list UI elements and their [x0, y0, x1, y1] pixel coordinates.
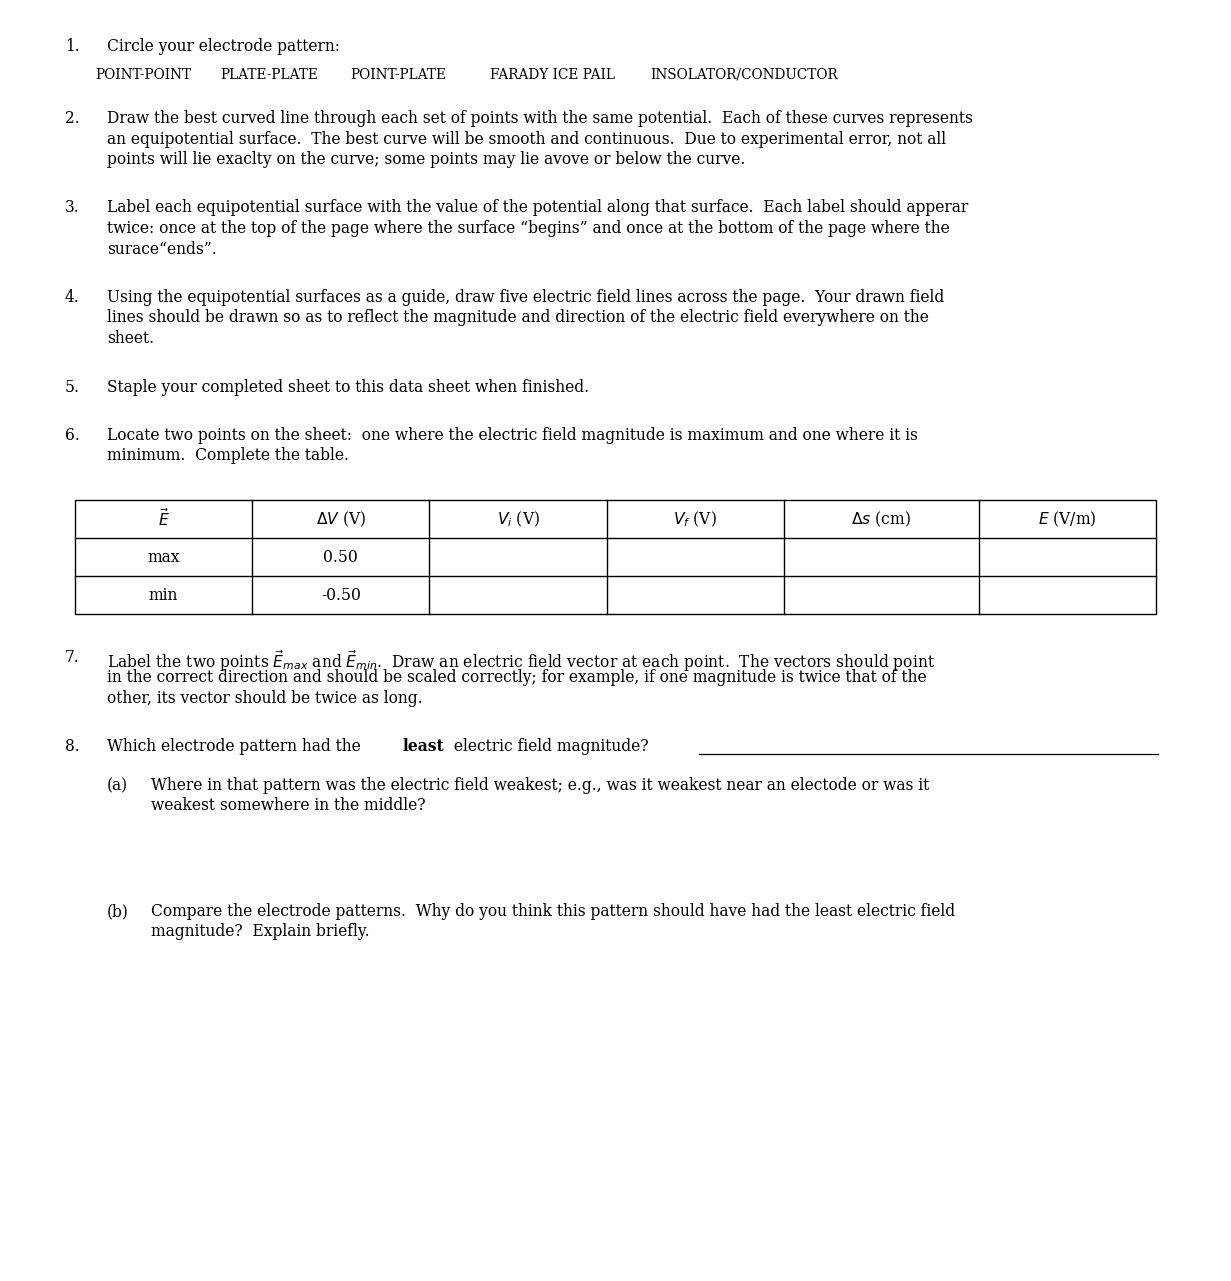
- Text: Label the two points $\vec{E}_{max}$ and $\vec{E}_{min}$.  Draw an electric fiel: Label the two points $\vec{E}_{max}$ and…: [107, 649, 936, 674]
- Text: least: least: [403, 739, 444, 756]
- Text: PLATE-PLATE: PLATE-PLATE: [220, 68, 318, 82]
- Text: weakest somewhere in the middle?: weakest somewhere in the middle?: [151, 798, 426, 815]
- Text: Locate two points on the sheet:  one where the electric field magnitude is maxim: Locate two points on the sheet: one wher…: [107, 427, 918, 445]
- Text: in the correct direction and should be scaled correctly; for example, if one mag: in the correct direction and should be s…: [107, 670, 927, 687]
- Text: 7.: 7.: [65, 649, 80, 666]
- Text: $\Delta s$ (cm): $\Delta s$ (cm): [852, 510, 911, 529]
- Text: Label each equipotential surface with the value of the potential along that surf: Label each equipotential surface with th…: [107, 200, 969, 216]
- Text: Circle your electrode pattern:: Circle your electrode pattern:: [107, 38, 340, 55]
- Text: lines should be drawn so as to reflect the magnitude and direction of the electr: lines should be drawn so as to reflect t…: [107, 310, 929, 327]
- Text: twice: once at the top of the page where the surface “begins” and once at the bo: twice: once at the top of the page where…: [107, 220, 950, 237]
- Text: Which electrode pattern had the: Which electrode pattern had the: [107, 739, 366, 756]
- Text: FARADY ICE PAIL: FARADY ICE PAIL: [490, 68, 616, 82]
- Text: $V_i$ (V): $V_i$ (V): [496, 510, 539, 529]
- Text: 4.: 4.: [65, 290, 80, 306]
- Bar: [75, 500, 1156, 614]
- Text: an equipotential surface.  The best curve will be smooth and continuous.  Due to: an equipotential surface. The best curve…: [107, 131, 947, 147]
- Text: POINT-POINT: POINT-POINT: [95, 68, 191, 82]
- Text: 6.: 6.: [65, 427, 80, 445]
- Text: magnitude?  Explain briefly.: magnitude? Explain briefly.: [151, 924, 369, 940]
- Text: $V_f$ (V): $V_f$ (V): [673, 510, 718, 529]
- Text: max: max: [148, 548, 180, 565]
- Text: 3.: 3.: [65, 200, 80, 216]
- Text: -0.50: -0.50: [321, 587, 361, 603]
- Text: INSOLATOR/CONDUCTOR: INSOLATOR/CONDUCTOR: [650, 68, 838, 82]
- Text: minimum.  Complete the table.: minimum. Complete the table.: [107, 447, 350, 465]
- Text: $E$ (V/m): $E$ (V/m): [1038, 510, 1097, 529]
- Text: (b): (b): [107, 903, 129, 920]
- Text: $\Delta V$ (V): $\Delta V$ (V): [316, 510, 366, 529]
- Text: Draw the best curved line through each set of points with the same potential.  E: Draw the best curved line through each s…: [107, 110, 972, 127]
- Text: surace“ends”.: surace“ends”.: [107, 241, 217, 257]
- Text: (a): (a): [107, 778, 128, 794]
- Text: min: min: [149, 587, 178, 603]
- Text: Using the equipotential surfaces as a guide, draw five electric field lines acro: Using the equipotential surfaces as a gu…: [107, 290, 944, 306]
- Text: electric field magnitude?: electric field magnitude?: [449, 739, 649, 756]
- Text: 2.: 2.: [65, 110, 80, 127]
- Text: POINT-PLATE: POINT-PLATE: [350, 68, 446, 82]
- Text: Staple your completed sheet to this data sheet when finished.: Staple your completed sheet to this data…: [107, 378, 590, 396]
- Text: Where in that pattern was the electric field weakest; e.g., was it weakest near : Where in that pattern was the electric f…: [151, 778, 929, 794]
- Text: 0.50: 0.50: [324, 548, 358, 565]
- Text: Compare the electrode patterns.  Why do you think this pattern should have had t: Compare the electrode patterns. Why do y…: [151, 903, 955, 920]
- Text: points will lie exaclty on the curve; some points may lie avove or below the cur: points will lie exaclty on the curve; so…: [107, 151, 746, 168]
- Text: other, its vector should be twice as long.: other, its vector should be twice as lon…: [107, 690, 422, 707]
- Text: $\vec{E}$: $\vec{E}$: [158, 509, 170, 529]
- Text: 8.: 8.: [65, 739, 80, 756]
- Text: 1.: 1.: [65, 38, 80, 55]
- Text: 5.: 5.: [65, 378, 80, 396]
- Text: sheet.: sheet.: [107, 330, 154, 347]
